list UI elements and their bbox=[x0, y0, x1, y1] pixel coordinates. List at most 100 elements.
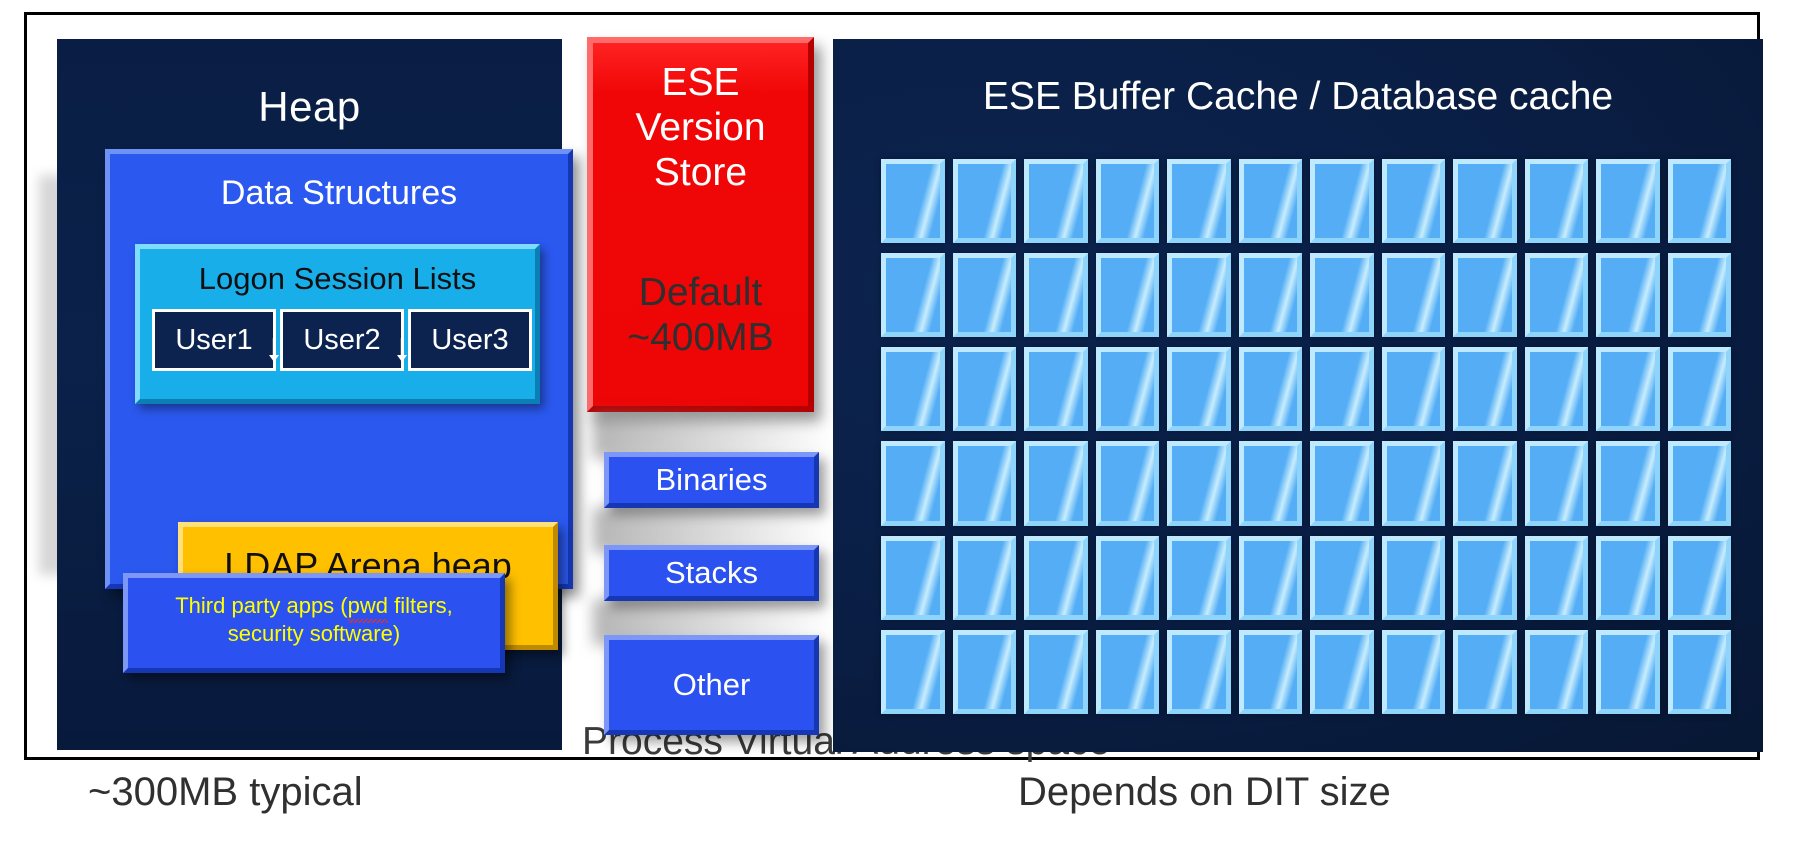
cache-page-cell bbox=[1024, 347, 1088, 432]
cache-page-cell bbox=[1238, 629, 1302, 714]
cache-page-cell bbox=[952, 253, 1016, 338]
cache-page-cell bbox=[1310, 253, 1374, 338]
caption-cache-size: Depends on DIT size bbox=[1018, 770, 1391, 814]
heap-panel: Heap Data Structures Logon Session Lists… bbox=[57, 39, 573, 750]
cache-page-cell bbox=[1524, 629, 1588, 714]
cache-page-cell bbox=[1238, 253, 1302, 338]
cache-page-cell bbox=[1453, 441, 1517, 526]
binaries-box[interactable]: Binaries bbox=[604, 452, 819, 508]
cache-page-cell bbox=[1667, 347, 1731, 432]
cache-page-cell bbox=[1167, 441, 1231, 526]
cache-page-cell bbox=[1024, 441, 1088, 526]
caption-heap-size: ~300MB typical bbox=[88, 770, 363, 814]
cache-page-cell bbox=[1667, 441, 1731, 526]
ese-version-store-default-label: Default bbox=[638, 271, 763, 314]
user-box-3[interactable]: User3 bbox=[408, 309, 532, 371]
cache-page-cell bbox=[881, 629, 945, 714]
binaries-label: Binaries bbox=[655, 462, 768, 497]
cache-page-cell bbox=[1024, 159, 1088, 244]
logon-session-lists-label: Logon Session Lists bbox=[198, 261, 477, 296]
ese-version-store-subtitle: Default ~400MB bbox=[593, 271, 808, 361]
cache-page-cell bbox=[1453, 159, 1517, 244]
cache-page-cell bbox=[1024, 629, 1088, 714]
ese-buffer-cache-panel: ESE Buffer Cache / Database cache bbox=[833, 39, 1763, 752]
data-structures-box[interactable]: Data Structures Logon Session Lists User… bbox=[105, 149, 573, 650]
cache-page-cell bbox=[1310, 159, 1374, 244]
user-box-2[interactable]: User2 bbox=[280, 309, 407, 371]
cache-page-cell bbox=[881, 159, 945, 244]
ese-buffer-cache-grid bbox=[881, 159, 1731, 714]
cache-page-cell bbox=[1310, 441, 1374, 526]
cache-page-cell bbox=[1310, 535, 1374, 620]
cache-page-cell bbox=[1024, 535, 1088, 620]
other-label: Other bbox=[672, 667, 751, 702]
cache-page-cell bbox=[1095, 629, 1159, 714]
cache-page-cell bbox=[1095, 441, 1159, 526]
cache-page-cell bbox=[1596, 159, 1660, 244]
cache-page-cell bbox=[952, 441, 1016, 526]
cache-page-cell bbox=[1596, 253, 1660, 338]
cache-page-cell bbox=[1238, 535, 1302, 620]
cache-page-cell bbox=[1667, 535, 1731, 620]
cache-page-cell bbox=[1667, 253, 1731, 338]
cache-page-cell bbox=[1310, 629, 1374, 714]
cache-page-cell bbox=[952, 347, 1016, 432]
heap-panel-title: Heap bbox=[258, 83, 361, 130]
user-box-3-label: User3 bbox=[431, 323, 509, 356]
cache-page-cell bbox=[1667, 629, 1731, 714]
third-party-misspelled-word: pwd bbox=[347, 592, 389, 624]
third-party-apps-label: Third party apps (pwd filters, security … bbox=[136, 592, 492, 648]
cache-page-cell bbox=[1596, 347, 1660, 432]
logon-session-lists-box[interactable]: Logon Session Lists User1 User2 bbox=[135, 244, 540, 404]
cache-page-cell bbox=[1167, 159, 1231, 244]
cache-page-cell bbox=[1238, 347, 1302, 432]
cache-page-cell bbox=[1453, 347, 1517, 432]
ese-version-store-box[interactable]: ESE Version Store Default ~400MB bbox=[587, 37, 814, 412]
ese-version-store-size-label: ~400MB bbox=[627, 315, 774, 359]
third-party-line1-post: filters, bbox=[387, 593, 453, 618]
ese-version-store-title: ESE Version Store bbox=[635, 61, 766, 194]
cache-page-cell bbox=[1167, 629, 1231, 714]
cache-page-cell bbox=[1381, 347, 1445, 432]
cache-page-cell bbox=[1524, 159, 1588, 244]
cache-page-cell bbox=[1381, 535, 1445, 620]
cache-page-cell bbox=[1596, 629, 1660, 714]
third-party-line1-pre: Third party apps ( bbox=[175, 593, 348, 618]
cache-page-cell bbox=[1524, 535, 1588, 620]
cache-page-cell bbox=[1095, 347, 1159, 432]
cache-page-cell bbox=[1524, 347, 1588, 432]
cache-page-cell bbox=[1238, 441, 1302, 526]
third-party-line2: security software) bbox=[227, 621, 401, 647]
cache-page-cell bbox=[1095, 535, 1159, 620]
cache-page-cell bbox=[1310, 347, 1374, 432]
cache-page-cell bbox=[952, 629, 1016, 714]
cache-page-cell bbox=[1381, 253, 1445, 338]
cache-page-cell bbox=[1167, 347, 1231, 432]
cache-page-cell bbox=[1095, 253, 1159, 338]
cache-page-cell bbox=[952, 535, 1016, 620]
third-party-apps-box[interactable]: Third party apps (pwd filters, security … bbox=[123, 573, 505, 673]
cache-page-cell bbox=[1381, 629, 1445, 714]
stacks-label: Stacks bbox=[664, 555, 759, 590]
cache-page-cell bbox=[881, 441, 945, 526]
cache-page-cell bbox=[1596, 535, 1660, 620]
data-structures-label: Data Structures bbox=[220, 174, 458, 212]
stacks-box[interactable]: Stacks bbox=[604, 545, 819, 601]
cache-page-cell bbox=[1238, 159, 1302, 244]
user-box-1-label: User1 bbox=[175, 323, 253, 356]
other-box[interactable]: Other bbox=[604, 635, 819, 735]
cache-page-cell bbox=[1453, 629, 1517, 714]
binaries-box-shadow bbox=[593, 413, 833, 459]
user-session-row: User1 User2 bbox=[152, 309, 532, 371]
cache-page-cell bbox=[1381, 159, 1445, 244]
cache-page-cell bbox=[881, 347, 945, 432]
user-box-1[interactable]: User1 bbox=[152, 309, 279, 371]
cache-page-cell bbox=[1453, 253, 1517, 338]
ese-buffer-cache-title: ESE Buffer Cache / Database cache bbox=[982, 75, 1614, 118]
cache-page-cell bbox=[1381, 441, 1445, 526]
cache-page-cell bbox=[1453, 535, 1517, 620]
cache-page-cell bbox=[1167, 253, 1231, 338]
user-box-2-label: User2 bbox=[303, 323, 381, 356]
cache-page-cell bbox=[1524, 441, 1588, 526]
